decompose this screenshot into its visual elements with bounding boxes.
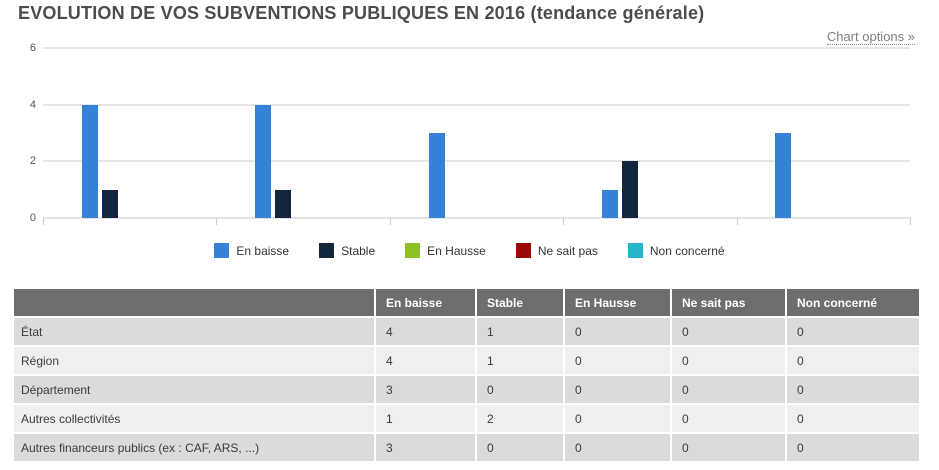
x-axis-tick: [910, 218, 911, 225]
legend-item: En Hausse: [405, 243, 486, 258]
column-header: [14, 289, 376, 316]
y-axis-tick-label: 4: [29, 98, 36, 111]
bar-stable: [101, 189, 118, 218]
page-title: EVOLUTION DE VOS SUBVENTIONS PUBLIQUES E…: [18, 3, 705, 23]
cell-value: 0: [672, 403, 787, 432]
row-label: Région: [14, 345, 376, 374]
cell-value: 0: [477, 374, 565, 403]
cell-value: 0: [477, 432, 565, 461]
legend-label: En Hausse: [427, 243, 486, 258]
legend-label: En baisse: [236, 243, 290, 258]
column-header: Stable: [477, 289, 565, 316]
cell-value: 0: [672, 432, 787, 461]
row-label: Autres financeurs publics (ex : CAF, ARS…: [14, 432, 376, 461]
cell-value: 2: [477, 403, 565, 432]
x-axis-tick: [216, 218, 218, 225]
cell-value: 4: [376, 316, 477, 345]
x-axis-tick: [43, 218, 44, 225]
table-header: En baisse Stable En Hausse Ne sait pas Non c…: [14, 289, 921, 316]
cell-value: 0: [787, 403, 921, 432]
cell-value: 0: [672, 374, 787, 403]
bar-en-baisse: [81, 104, 98, 218]
bar-en-baisse: [255, 104, 272, 218]
legend-swatch: [319, 243, 335, 258]
row-label: Département: [14, 374, 376, 403]
y-axis-tick-label: 6: [29, 42, 36, 54]
cell-value: 0: [672, 316, 787, 345]
gridline: [43, 217, 910, 219]
legend-item: Ne sait pas: [515, 243, 598, 258]
cell-value: 0: [787, 345, 921, 374]
legend-item: Non concerné: [627, 243, 725, 258]
cell-value: 1: [376, 403, 477, 432]
gridline: [43, 47, 910, 49]
x-axis-tick: [389, 218, 391, 225]
legend-label: Ne sait pas: [537, 243, 598, 258]
table-row: Autres financeurs publics (ex : CAF, ARS…: [14, 432, 921, 461]
legend-item: Stable: [319, 243, 375, 258]
cell-value: 0: [565, 403, 672, 432]
cell-value: 0: [565, 345, 672, 374]
cell-value: 1: [477, 316, 565, 345]
y-axis-tick-label: 0: [29, 212, 36, 224]
results-table: En baisse Stable En Hausse Ne sait pas Non c…: [14, 289, 921, 461]
column-header: Ne sait pas: [672, 289, 787, 316]
chart-legend: En baisse Stable En Hausse Ne sait pas Non c…: [0, 243, 939, 258]
chart-options-link[interactable]: Chart options »: [826, 29, 915, 45]
table-row: Autres collectivités 1 2 0 0 0: [14, 403, 921, 432]
bar-en-baisse: [428, 133, 445, 218]
legend-label: Non concerné: [649, 243, 725, 258]
bar-chart: 0 2 4 6: [0, 42, 939, 228]
bar-stable: [275, 189, 292, 218]
x-axis-tick: [736, 218, 738, 225]
cell-value: 0: [565, 316, 672, 345]
cell-value: 1: [477, 345, 565, 374]
legend-swatch: [214, 243, 230, 258]
cell-value: 3: [376, 432, 477, 461]
cell-value: 0: [787, 316, 921, 345]
cell-value: 3: [376, 374, 477, 403]
cell-value: 0: [672, 345, 787, 374]
legend-swatch: [627, 243, 643, 258]
y-axis-tick-label: 2: [29, 155, 36, 168]
row-label: État: [14, 316, 376, 345]
chart-plot-area: [43, 47, 911, 225]
cell-value: 0: [787, 374, 921, 403]
bar-stable: [621, 161, 638, 218]
column-header: En baisse: [376, 289, 477, 316]
legend-item: En baisse: [214, 243, 289, 258]
legend-label: Stable: [341, 243, 376, 258]
table-row: Région 4 1 0 0 0: [14, 345, 921, 374]
bar-en-baisse: [775, 133, 792, 218]
legend-swatch: [405, 243, 421, 258]
x-axis-tick: [563, 218, 565, 225]
bar-en-baisse: [601, 189, 618, 218]
row-label: Autres collectivités: [14, 403, 376, 432]
column-header: En Hausse: [565, 289, 672, 316]
table-row: Département 3 0 0 0 0: [14, 374, 921, 403]
gridline: [43, 160, 910, 163]
cell-value: 0: [565, 374, 672, 403]
column-header: Non concerné: [787, 289, 921, 316]
cell-value: 0: [565, 432, 672, 461]
gridline: [43, 103, 910, 106]
table-row: État 4 1 0 0 0: [14, 316, 921, 345]
cell-value: 0: [787, 432, 921, 461]
cell-value: 4: [376, 345, 477, 374]
legend-swatch: [515, 243, 531, 258]
